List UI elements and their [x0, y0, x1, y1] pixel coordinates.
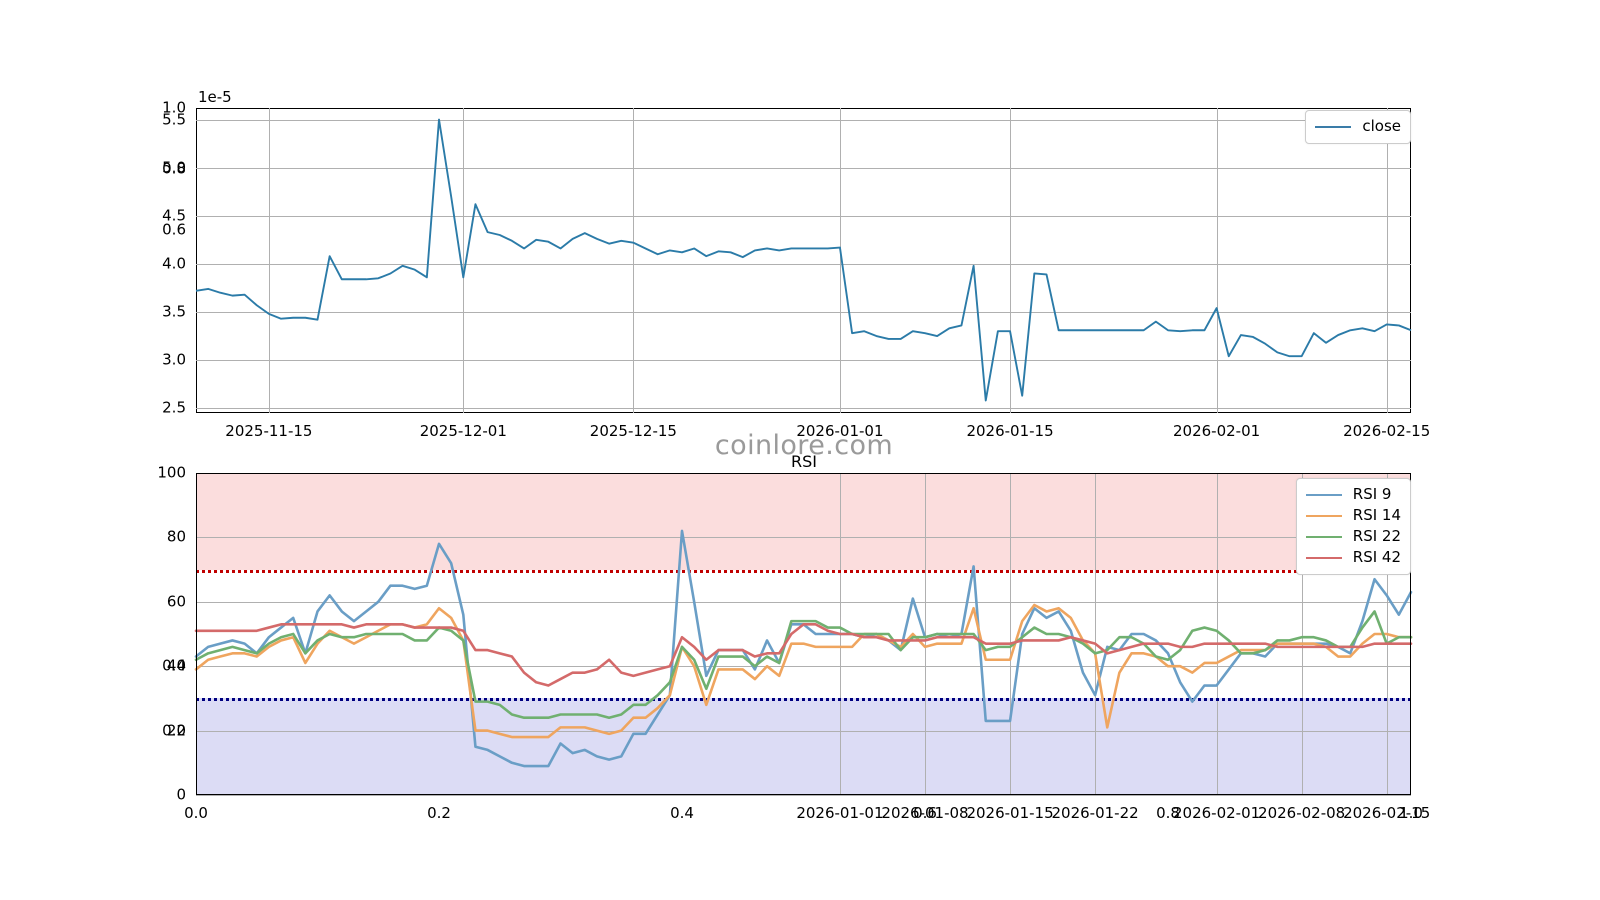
rsi-y-tick-label: 100: [157, 463, 186, 482]
rsi-x-tick-unit-label: 1.0: [1399, 804, 1423, 822]
rsi-x-tick-date-label: 2026-01-08: [881, 804, 969, 822]
price-y-tick-label: 5.5: [162, 110, 186, 129]
legend-item[interactable]: RSI 42: [1305, 547, 1401, 568]
gridline-horizontal: [196, 215, 1411, 217]
rsi-x-tick-unit-label: 0.4: [670, 804, 694, 822]
legend-item[interactable]: RSI 22: [1305, 526, 1401, 547]
gridline-horizontal: [196, 167, 1411, 169]
rsi-x-tick-unit-label: 0.8: [1156, 804, 1180, 822]
gridline-vertical: [1301, 473, 1303, 795]
price-axis-offset-label: 1e-5: [198, 88, 232, 106]
rsi-y-tick-label: 60: [166, 592, 186, 611]
legend-swatch-icon: [1305, 535, 1342, 538]
gridline-vertical: [1095, 473, 1097, 795]
gridline-vertical: [1216, 108, 1218, 413]
rsi-series-line: [196, 611, 1411, 717]
price-y-tick-label: 4.0: [162, 254, 186, 273]
rsi-x-tick-date-label: 2026-01-01: [796, 804, 884, 822]
gridline-horizontal: [196, 730, 1411, 732]
rsi-line-series: [196, 473, 1411, 795]
legend-label: close: [1362, 117, 1401, 135]
legend-label: RSI 14: [1352, 506, 1401, 524]
price-y-tick-label: 2.5: [162, 398, 186, 417]
price-close-line: [196, 120, 1411, 401]
watermark: coinlore.com: [714, 430, 894, 461]
legend-swatch-icon: [1315, 125, 1352, 128]
gridline-vertical: [633, 108, 635, 413]
rsi-y-tick-label: 20: [166, 721, 186, 740]
overbought-band: [196, 473, 1411, 570]
legend-label: RSI 9: [1352, 485, 1392, 503]
gridline-horizontal: [196, 795, 1411, 796]
rsi-x-tick-unit-label: 0.6: [913, 804, 937, 822]
price-legend: close: [1305, 110, 1411, 144]
rsi-x-tick-date-label: 2026-02-01: [1173, 804, 1261, 822]
price-x-tick-label: 2025-12-15: [589, 422, 677, 440]
gridline-horizontal: [196, 119, 1411, 121]
legend-label: RSI 42: [1352, 548, 1401, 566]
gridline-vertical: [839, 108, 841, 413]
price-secondary-y-tick-label: 0.6: [162, 220, 186, 239]
legend-item[interactable]: close: [1315, 116, 1401, 137]
rsi-series-line: [196, 624, 1411, 685]
price-x-tick-label: 2026-02-01: [1173, 422, 1261, 440]
price-x-tick-label: 2026-01-01: [796, 422, 884, 440]
gridline-vertical: [1216, 473, 1218, 795]
overbought-threshold-line: [196, 569, 1411, 573]
gridline-horizontal: [196, 537, 1411, 539]
legend-swatch-icon: [1305, 493, 1342, 496]
rsi-chart-panel: [196, 473, 1411, 796]
gridline-horizontal: [196, 263, 1411, 265]
gridline-vertical: [1010, 108, 1012, 413]
gridline-vertical: [268, 108, 270, 413]
rsi-x-tick-date-label: 2026-02-08: [1258, 804, 1346, 822]
oversold-threshold-line: [196, 698, 1411, 702]
rsi-x-tick-unit-label: 0.0: [184, 804, 208, 822]
rsi-y-tick-label: 40: [166, 656, 186, 675]
gridline-vertical: [1010, 473, 1012, 795]
rsi-y-tick-label: 80: [166, 527, 186, 546]
gridline-horizontal: [196, 408, 1411, 410]
legend-label: RSI 22: [1352, 527, 1401, 545]
gridline-horizontal: [196, 666, 1411, 668]
legend-swatch-icon: [1305, 514, 1342, 517]
gridline-horizontal: [196, 360, 1411, 362]
rsi-y-tick-label: 0: [176, 785, 186, 804]
rsi-secondary-y-tick-label: 0.2: [162, 721, 186, 740]
price-x-tick-label: 2025-12-01: [419, 422, 507, 440]
price-y-tick-label: 5.0: [162, 158, 186, 177]
price-y-tick-label: 3.5: [162, 302, 186, 321]
rsi-legend: RSI 9 RSI 14 RSI 22 RSI 42: [1295, 478, 1411, 575]
gridline-horizontal: [196, 311, 1411, 313]
price-secondary-y-tick-label: 0.8: [162, 159, 186, 178]
price-x-tick-label: 2026-01-15: [966, 422, 1054, 440]
legend-item[interactable]: RSI 9: [1305, 484, 1401, 505]
rsi-series-line: [196, 531, 1411, 766]
gridline-horizontal: [196, 601, 1411, 603]
price-secondary-y-tick-label: 1.0: [162, 98, 186, 117]
rsi-x-tick-date-label: 2026-01-15: [966, 804, 1054, 822]
rsi-x-tick-date-label: 2026-01-22: [1051, 804, 1139, 822]
price-line-series: [196, 108, 1411, 413]
legend-item[interactable]: RSI 14: [1305, 505, 1401, 526]
gridline-vertical: [925, 473, 926, 795]
gridline-vertical: [1386, 108, 1388, 413]
gridline-vertical: [463, 108, 465, 413]
price-y-tick-label: 3.0: [162, 350, 186, 369]
price-x-tick-label: 2026-02-15: [1343, 422, 1431, 440]
rsi-x-tick-unit-label: 0.2: [427, 804, 451, 822]
legend-swatch-icon: [1305, 556, 1342, 559]
rsi-panel-title: RSI: [791, 452, 817, 471]
oversold-band: [196, 698, 1411, 795]
rsi-secondary-y-tick-label: 0.4: [162, 656, 186, 675]
price-x-tick-label: 2025-11-15: [225, 422, 313, 440]
price-y-tick-label: 4.5: [162, 206, 186, 225]
rsi-x-tick-date-label: 2026-02-15: [1343, 804, 1431, 822]
price-chart-panel: [196, 108, 1411, 413]
